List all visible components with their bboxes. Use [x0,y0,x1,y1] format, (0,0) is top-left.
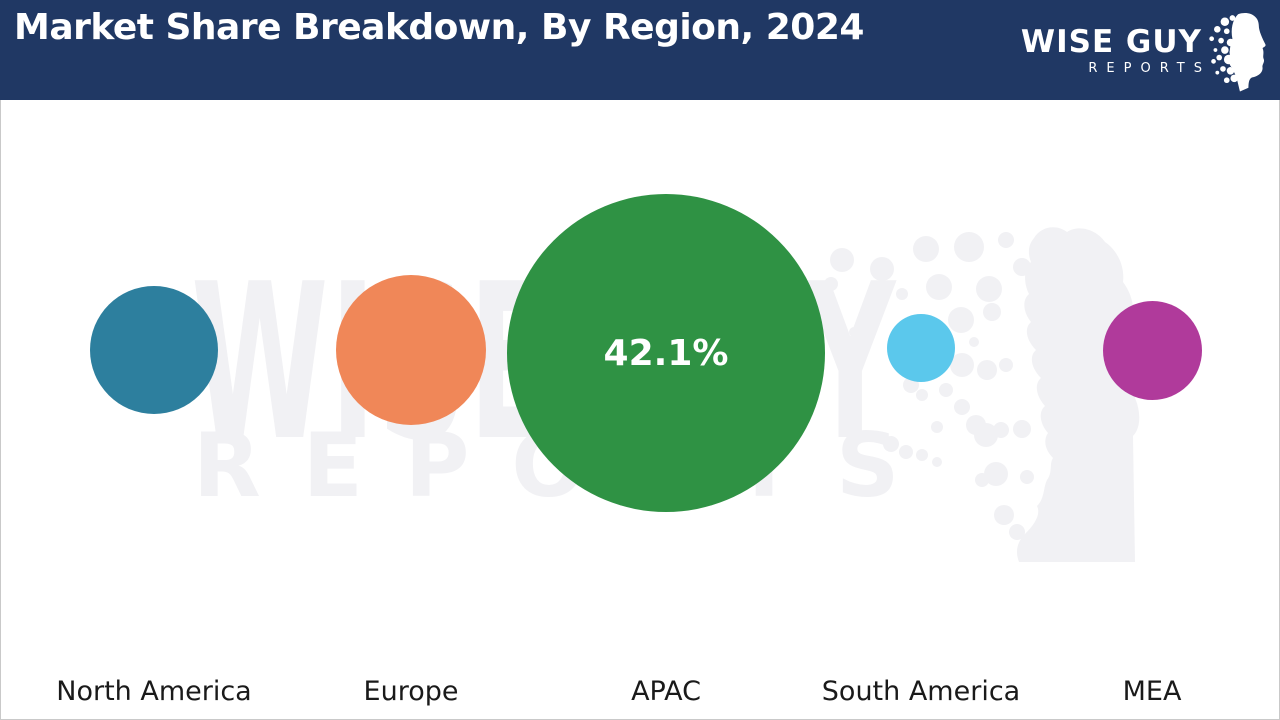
logo-text: WISE GUY REPORTS [1021,26,1202,76]
bubble-apac: 42.1% [507,194,825,512]
header: Market Share Breakdown, By Region, 2024 … [0,0,1280,100]
category-label-north-america: North America [56,676,252,707]
bubble-south-america [887,314,955,382]
bubble-mea [1102,300,1202,400]
category-label-apac: APAC [631,676,701,707]
category-label-south-america: South America [821,676,1021,707]
category-label-mea: MEA [1122,676,1182,707]
logo-wordmark: WISE GUY [1020,24,1202,61]
watermark-face-icon [824,227,1141,562]
logo: WISE GUY REPORTS [1021,10,1272,92]
wise-guy-face-icon [1209,13,1266,92]
chart-title: Market Share Breakdown, By Region, 2024 [14,7,864,48]
bubble-north-america [90,286,218,414]
bubble-europe [336,275,486,425]
category-label-europe: Europe [363,676,459,707]
bubble-value-label: 42.1% [603,332,729,374]
logo-subtext: REPORTS [1088,60,1211,76]
plot-area: WISE GUY REPORTS 42.1% [0,100,1280,720]
